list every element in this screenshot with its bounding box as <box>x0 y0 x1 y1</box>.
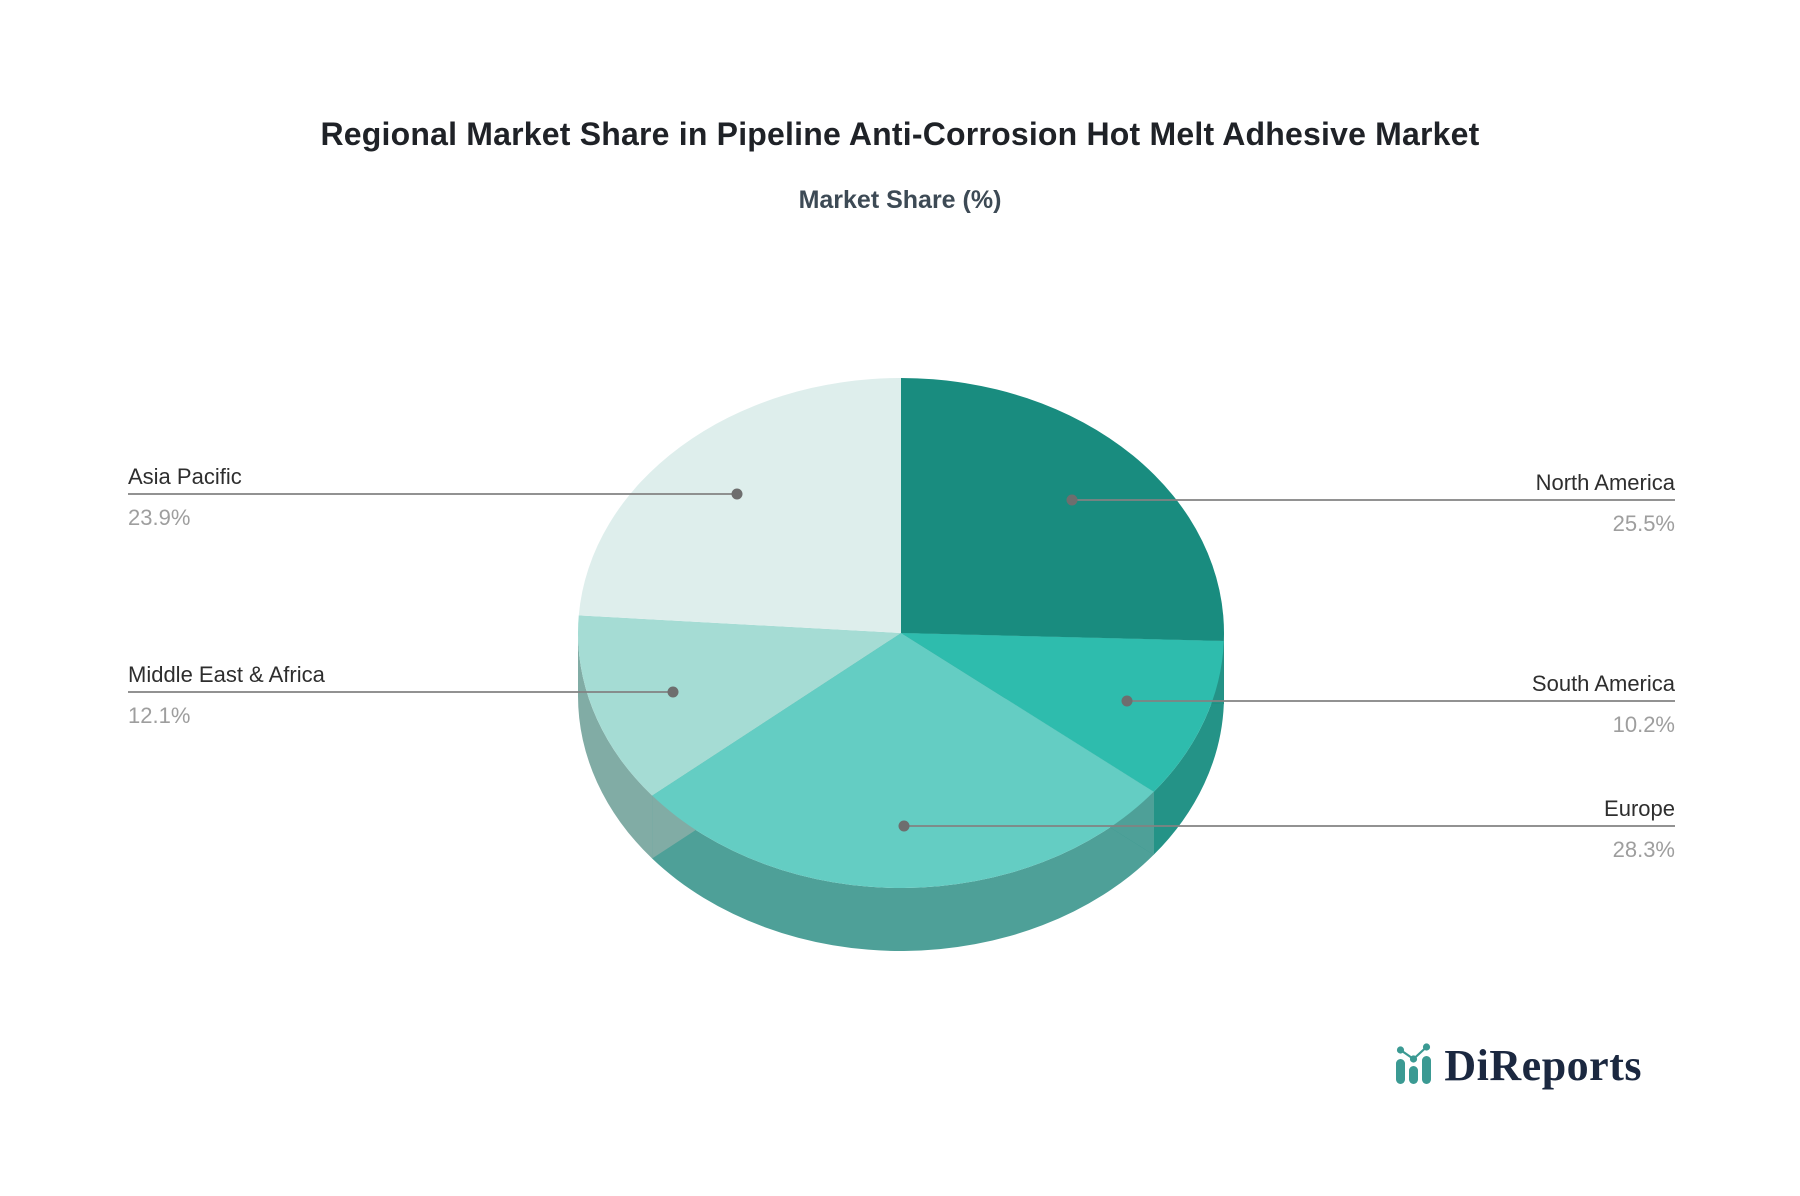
leader-dot-south-america <box>1121 695 1133 707</box>
slice-label-middle-east-africa: Middle East & Africa <box>128 662 326 687</box>
slice-value-asia-pacific: 23.9% <box>128 505 190 530</box>
pie-slice-middle-east-africa-side <box>578 633 653 859</box>
pie-slice-middle-east-africa[interactable] <box>578 615 901 796</box>
leader-dot-middle-east-africa <box>667 686 679 698</box>
chart-subtitle: Market Share (%) <box>798 186 1002 214</box>
slice-label-north-america: North America <box>1536 470 1676 495</box>
pie-slice-europe-side <box>652 791 1154 952</box>
pie-slice-europe[interactable] <box>652 633 1154 889</box>
brand-logo-text: DiReports <box>1444 1041 1642 1090</box>
leader-dot-asia-pacific <box>731 488 743 500</box>
leader-dot-north-america <box>1066 494 1078 506</box>
pie-slice-south-america[interactable] <box>901 633 1224 792</box>
pie-slice-north-america[interactable] <box>901 378 1224 642</box>
slice-label-asia-pacific: Asia Pacific <box>128 464 242 489</box>
slice-label-europe: Europe <box>1604 796 1675 821</box>
mini-bar-chart-icon <box>1396 1043 1432 1084</box>
pie-slice-south-america-side <box>1153 641 1224 855</box>
slice-value-south-america: 10.2% <box>1613 712 1675 737</box>
pie-slice-asia-pacific[interactable] <box>578 378 901 633</box>
slice-value-europe: 28.3% <box>1613 837 1675 862</box>
slice-value-middle-east-africa: 12.1% <box>128 703 190 728</box>
slice-value-north-america: 25.5% <box>1613 511 1675 536</box>
brand-logo: DiReports <box>1395 1036 1642 1088</box>
leader-dot-europe <box>898 820 910 832</box>
slice-label-south-america: South America <box>1532 671 1676 696</box>
chart-title: Regional Market Share in Pipeline Anti-C… <box>320 116 1480 152</box>
